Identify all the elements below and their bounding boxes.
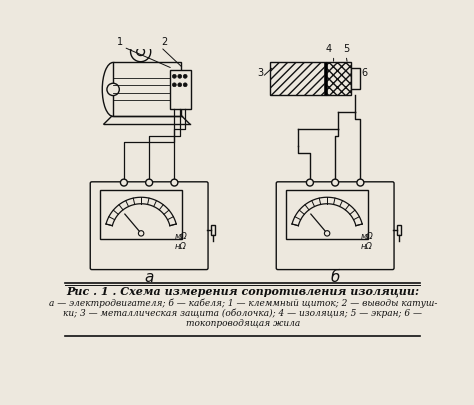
Text: 6: 6	[362, 68, 368, 78]
Text: ки; 3 — металлическая защита (оболочка); 4 — изоляция; 5 — экран; 6 —: ки; 3 — металлическая защита (оболочка);…	[64, 308, 422, 318]
Circle shape	[173, 83, 176, 87]
Circle shape	[183, 83, 187, 87]
Circle shape	[130, 42, 151, 62]
Text: 1: 1	[117, 37, 123, 47]
Bar	[397, 224, 401, 235]
FancyBboxPatch shape	[90, 182, 208, 270]
Text: 2: 2	[161, 37, 167, 47]
Circle shape	[138, 231, 144, 236]
Circle shape	[137, 48, 145, 55]
Bar	[170, 70, 191, 109]
Circle shape	[120, 179, 128, 186]
Circle shape	[178, 75, 182, 78]
Bar	[351, 68, 360, 90]
Text: б: б	[330, 270, 340, 285]
Text: 5: 5	[343, 45, 349, 54]
Ellipse shape	[102, 62, 124, 116]
Text: 4: 4	[326, 45, 332, 54]
Text: а: а	[145, 270, 154, 285]
Circle shape	[107, 83, 119, 96]
Bar	[100, 190, 182, 239]
Text: а — электродвигателя; б — кабеля; 1 — клеммный щиток; 2 — выводы катуш-: а — электродвигателя; б — кабеля; 1 — кл…	[49, 298, 437, 308]
Text: токопроводящая жила: токопроводящая жила	[186, 319, 300, 328]
FancyBboxPatch shape	[276, 182, 394, 270]
Circle shape	[357, 179, 364, 186]
Text: нΩ: нΩ	[360, 243, 372, 252]
Circle shape	[324, 231, 330, 236]
Text: мΩ: мΩ	[360, 232, 373, 241]
Text: нΩ: нΩ	[174, 243, 186, 252]
Circle shape	[332, 179, 338, 186]
Circle shape	[171, 179, 178, 186]
Text: мΩ: мΩ	[174, 232, 187, 241]
Bar	[211, 224, 215, 235]
Circle shape	[146, 179, 153, 186]
Circle shape	[306, 179, 313, 186]
Bar	[270, 62, 326, 95]
Bar	[326, 62, 351, 95]
Text: Рис . 1 . Схема измерения сопротивления изоляции:: Рис . 1 . Схема измерения сопротивления …	[66, 286, 419, 297]
Bar	[286, 190, 368, 239]
Circle shape	[183, 75, 187, 78]
Circle shape	[173, 75, 176, 78]
Text: 3: 3	[258, 68, 264, 78]
Bar	[113, 62, 181, 116]
Circle shape	[178, 83, 182, 87]
Bar	[324, 62, 328, 95]
